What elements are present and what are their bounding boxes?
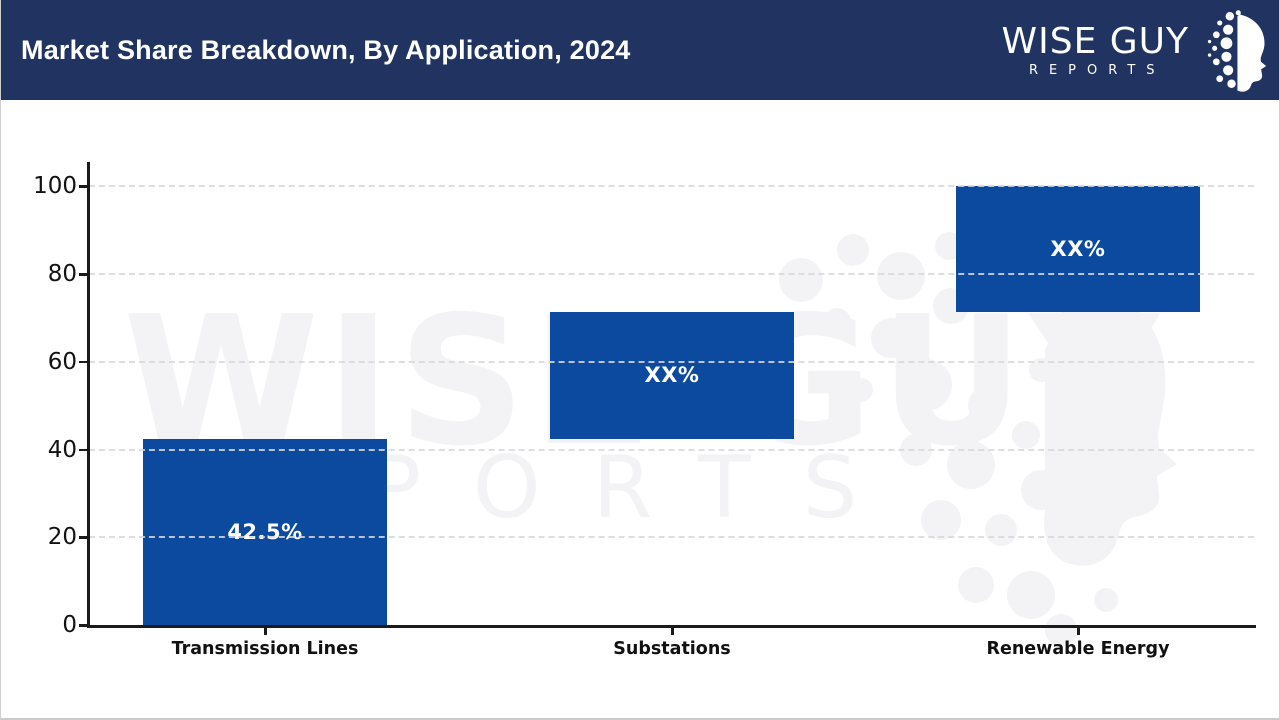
- x-tick-label: Renewable Energy: [986, 639, 1170, 659]
- x-tick-mark: [671, 627, 674, 635]
- bar-value-label: XX%: [1050, 237, 1106, 262]
- y-tick-mark: [79, 273, 87, 276]
- y-tick-mark: [79, 536, 87, 539]
- gridline: [89, 536, 1254, 539]
- y-tick-label: 40: [47, 436, 77, 463]
- brand-logo-subtext: REPORTS: [1028, 62, 1166, 78]
- brand-logo-wordmark: WISE GUY: [1001, 20, 1189, 62]
- x-axis-spine: [87, 625, 1256, 628]
- y-tick-mark: [79, 360, 87, 364]
- brand-logo-text: WISE GUY REPORTS: [1001, 20, 1190, 78]
- header-bar: Market Share Breakdown, By Application, …: [1, 0, 1279, 100]
- bar-segment: 42.5%: [143, 438, 387, 625]
- y-tick-label: 100: [33, 173, 77, 200]
- gridline: [89, 360, 1254, 363]
- y-tick-mark: [79, 185, 87, 188]
- bar-value-label: XX%: [644, 363, 700, 388]
- y-tick-mark: [79, 448, 87, 452]
- brand-logo-face-icon: [1207, 10, 1267, 92]
- y-tick-mark: [79, 624, 87, 627]
- y-tick-label: 80: [47, 261, 77, 288]
- gridline: [89, 273, 1254, 276]
- gridline: [89, 185, 1254, 188]
- chart-title: Market Share Breakdown, By Application, …: [21, 34, 631, 65]
- x-tick-mark: [264, 627, 267, 635]
- x-tick-label: Substations: [613, 639, 731, 659]
- x-tick-label: Transmission Lines: [171, 639, 359, 659]
- y-axis-spine: [87, 162, 90, 627]
- bar-segment: XX%: [956, 186, 1200, 313]
- brand-logo: WISE GUY REPORTS: [1002, 7, 1268, 93]
- y-tick-label: 60: [47, 348, 77, 375]
- x-tick-mark: [1077, 627, 1080, 635]
- gridline: [89, 448, 1254, 451]
- y-tick-label: 20: [47, 524, 77, 551]
- bar-segment: XX%: [550, 312, 794, 439]
- y-tick-label: 0: [62, 612, 77, 638]
- bar-value-label: 42.5%: [227, 519, 303, 544]
